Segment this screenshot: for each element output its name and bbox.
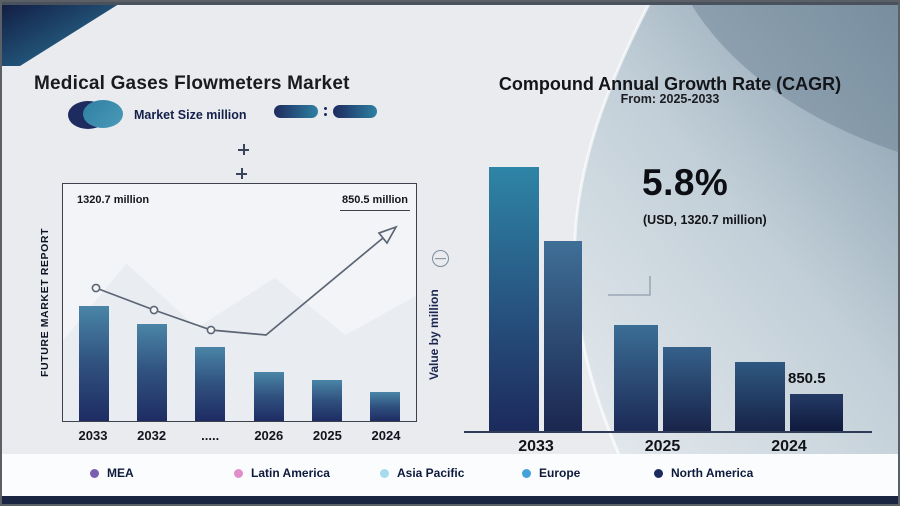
x-axis-label: 2032 bbox=[137, 428, 167, 443]
region-legend-item: Latin America bbox=[234, 466, 330, 480]
cylinder-front-shape bbox=[83, 100, 123, 128]
x-axis-label: 2033 bbox=[518, 438, 554, 455]
legend-dot-icon bbox=[234, 468, 243, 478]
left-vertical-label: FUTURE MARKET REPORT bbox=[39, 227, 51, 378]
pill-shape bbox=[333, 105, 377, 118]
left-chart-title: Medical Gases Flowmeters Market bbox=[34, 72, 350, 94]
legend-dot-icon bbox=[90, 468, 99, 478]
x-axis-baseline bbox=[464, 431, 872, 433]
market-size-bar bbox=[137, 324, 168, 421]
cagr-bar bbox=[790, 394, 843, 431]
legend-label: Asia Pacific bbox=[397, 466, 465, 480]
bar-value-label: 850.5 bbox=[788, 370, 826, 387]
corner-ribbon-shape bbox=[2, 2, 122, 66]
x-axis-label: 2024 bbox=[371, 428, 401, 443]
trend-line-overlay bbox=[91, 225, 398, 336]
pill-shape bbox=[274, 105, 318, 118]
top-edge-strip bbox=[2, 2, 898, 5]
legend-dot-icon bbox=[654, 468, 663, 478]
market-size-bars bbox=[79, 211, 400, 421]
legend-label: Latin America bbox=[251, 466, 330, 480]
market-size-bar bbox=[311, 380, 342, 421]
cagr-note: (USD, 1320.7 million) bbox=[643, 213, 767, 227]
annotation-max-value: 1320.7 million bbox=[77, 194, 150, 206]
market-size-chart: 1320.7 million 850.5 million bbox=[62, 183, 417, 422]
legend-label: North America bbox=[671, 466, 754, 480]
x-axis-label: 2033 bbox=[78, 428, 108, 443]
legend-band bbox=[2, 454, 898, 500]
legend-dot-icon bbox=[522, 468, 531, 478]
right-vertical-axis-label: Value by million bbox=[427, 289, 441, 380]
trend-line bbox=[95, 237, 384, 336]
plus-icon bbox=[238, 144, 249, 155]
cagr-bar bbox=[614, 325, 658, 431]
right-chart-title: Compound Annual Growth Rate (CAGR) bbox=[498, 73, 842, 94]
region-legend-item: Europe bbox=[522, 466, 580, 480]
bracket-decoration bbox=[608, 276, 651, 296]
trend-marker bbox=[91, 283, 101, 293]
x-axis-label: 2025 bbox=[312, 428, 342, 443]
pill-decoration bbox=[274, 105, 377, 118]
bottom-edge-strip bbox=[2, 496, 898, 504]
plus-icon bbox=[236, 168, 247, 179]
colon-dots-icon bbox=[324, 105, 327, 118]
annotation-min-value: 850.5 million bbox=[339, 194, 410, 211]
trend-marker bbox=[149, 305, 159, 315]
cagr-bar-group-2024 bbox=[735, 362, 843, 431]
legend-label: Europe bbox=[539, 466, 581, 480]
x-axis-label: ..... bbox=[201, 428, 220, 443]
market-size-bar bbox=[195, 347, 226, 421]
right-chart-subtitle: From: 2025-2033 bbox=[620, 92, 720, 106]
market-size-bar bbox=[79, 306, 109, 421]
corner-curve-shape bbox=[690, 2, 898, 152]
trend-marker bbox=[206, 325, 216, 335]
series-legend-label: Market Size million bbox=[134, 108, 247, 122]
x-axis-label: 2024 bbox=[771, 438, 807, 455]
cagr-bar bbox=[663, 347, 711, 431]
cylinder-icon bbox=[68, 100, 126, 130]
legend-dot-icon bbox=[380, 468, 389, 478]
x-axis-label: 2025 bbox=[644, 438, 681, 455]
region-legend-item: MEA bbox=[90, 466, 134, 480]
arrow-head-icon bbox=[377, 225, 398, 245]
cagr-value: 5.8% bbox=[642, 162, 729, 203]
left-x-axis: 2033 2032..... 2026 2025 2024 bbox=[62, 428, 417, 443]
market-size-bar bbox=[253, 372, 284, 421]
x-axis-label: 2026 bbox=[254, 428, 284, 443]
region-legend-item: Asia Pacific bbox=[380, 466, 464, 480]
cagr-bar bbox=[735, 362, 785, 431]
cagr-bar-group-2033 bbox=[489, 167, 583, 431]
cagr-bar-group-2025 bbox=[614, 325, 711, 431]
region-legend-item: North America bbox=[654, 466, 753, 480]
cagr-bar bbox=[544, 241, 582, 431]
circle-minus-icon bbox=[432, 250, 449, 267]
legend-label: MEA bbox=[107, 466, 134, 480]
market-size-bar bbox=[369, 392, 400, 421]
cagr-bar bbox=[489, 167, 539, 431]
